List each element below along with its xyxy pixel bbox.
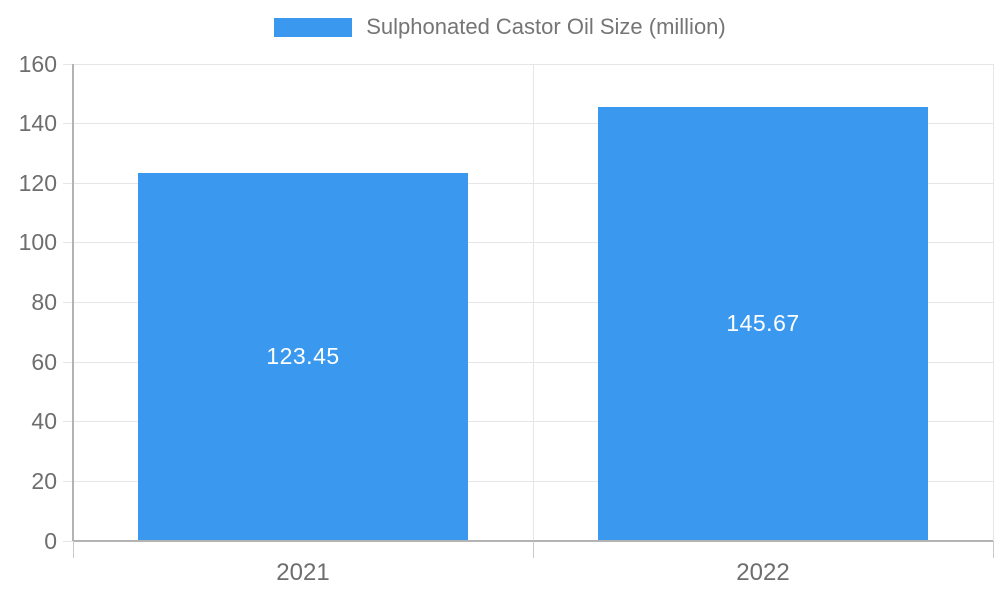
y-axis-tick-label: 120 bbox=[18, 169, 57, 196]
legend-label: Sulphonated Castor Oil Size (million) bbox=[366, 14, 726, 39]
x-axis-category-label: 2022 bbox=[736, 559, 790, 586]
legend-item[interactable]: Sulphonated Castor Oil Size (million) bbox=[274, 14, 726, 40]
x-gridline bbox=[532, 64, 534, 541]
bar-value-label: 123.45 bbox=[266, 343, 340, 370]
bar-value-label: 145.67 bbox=[726, 310, 800, 337]
y-gridline bbox=[63, 480, 993, 482]
legend-swatch-icon bbox=[274, 17, 353, 37]
y-axis-tick-label: 40 bbox=[31, 408, 57, 435]
y-axis-tick-label: 140 bbox=[18, 110, 57, 137]
y-gridline bbox=[63, 123, 993, 125]
y-gridline bbox=[63, 63, 993, 65]
x-axis-tick bbox=[72, 541, 74, 558]
x-axis-category-label: 2021 bbox=[276, 559, 330, 586]
y-axis-tick-label: 0 bbox=[44, 527, 57, 554]
y-axis-tick-label: 80 bbox=[31, 289, 57, 315]
y-gridline bbox=[63, 182, 993, 184]
x-axis-tick bbox=[532, 541, 534, 558]
y-axis-line bbox=[71, 64, 74, 541]
x-axis-tick bbox=[992, 541, 994, 558]
bar-2022: 145.67 bbox=[598, 106, 928, 541]
y-axis-tick-label: 100 bbox=[18, 229, 57, 256]
y-gridline bbox=[63, 361, 993, 363]
y-axis-tick-label: 20 bbox=[31, 467, 57, 494]
y-gridline bbox=[63, 302, 993, 303]
bar-2021: 123.45 bbox=[138, 172, 468, 541]
y-gridline bbox=[63, 421, 993, 423]
chart-legend: Sulphonated Castor Oil Size (million) bbox=[0, 14, 1000, 40]
y-axis-tick-label: 160 bbox=[18, 50, 57, 77]
x-gridline bbox=[992, 64, 994, 541]
y-gridline bbox=[63, 242, 993, 244]
y-axis-tick-label: 60 bbox=[31, 348, 57, 375]
